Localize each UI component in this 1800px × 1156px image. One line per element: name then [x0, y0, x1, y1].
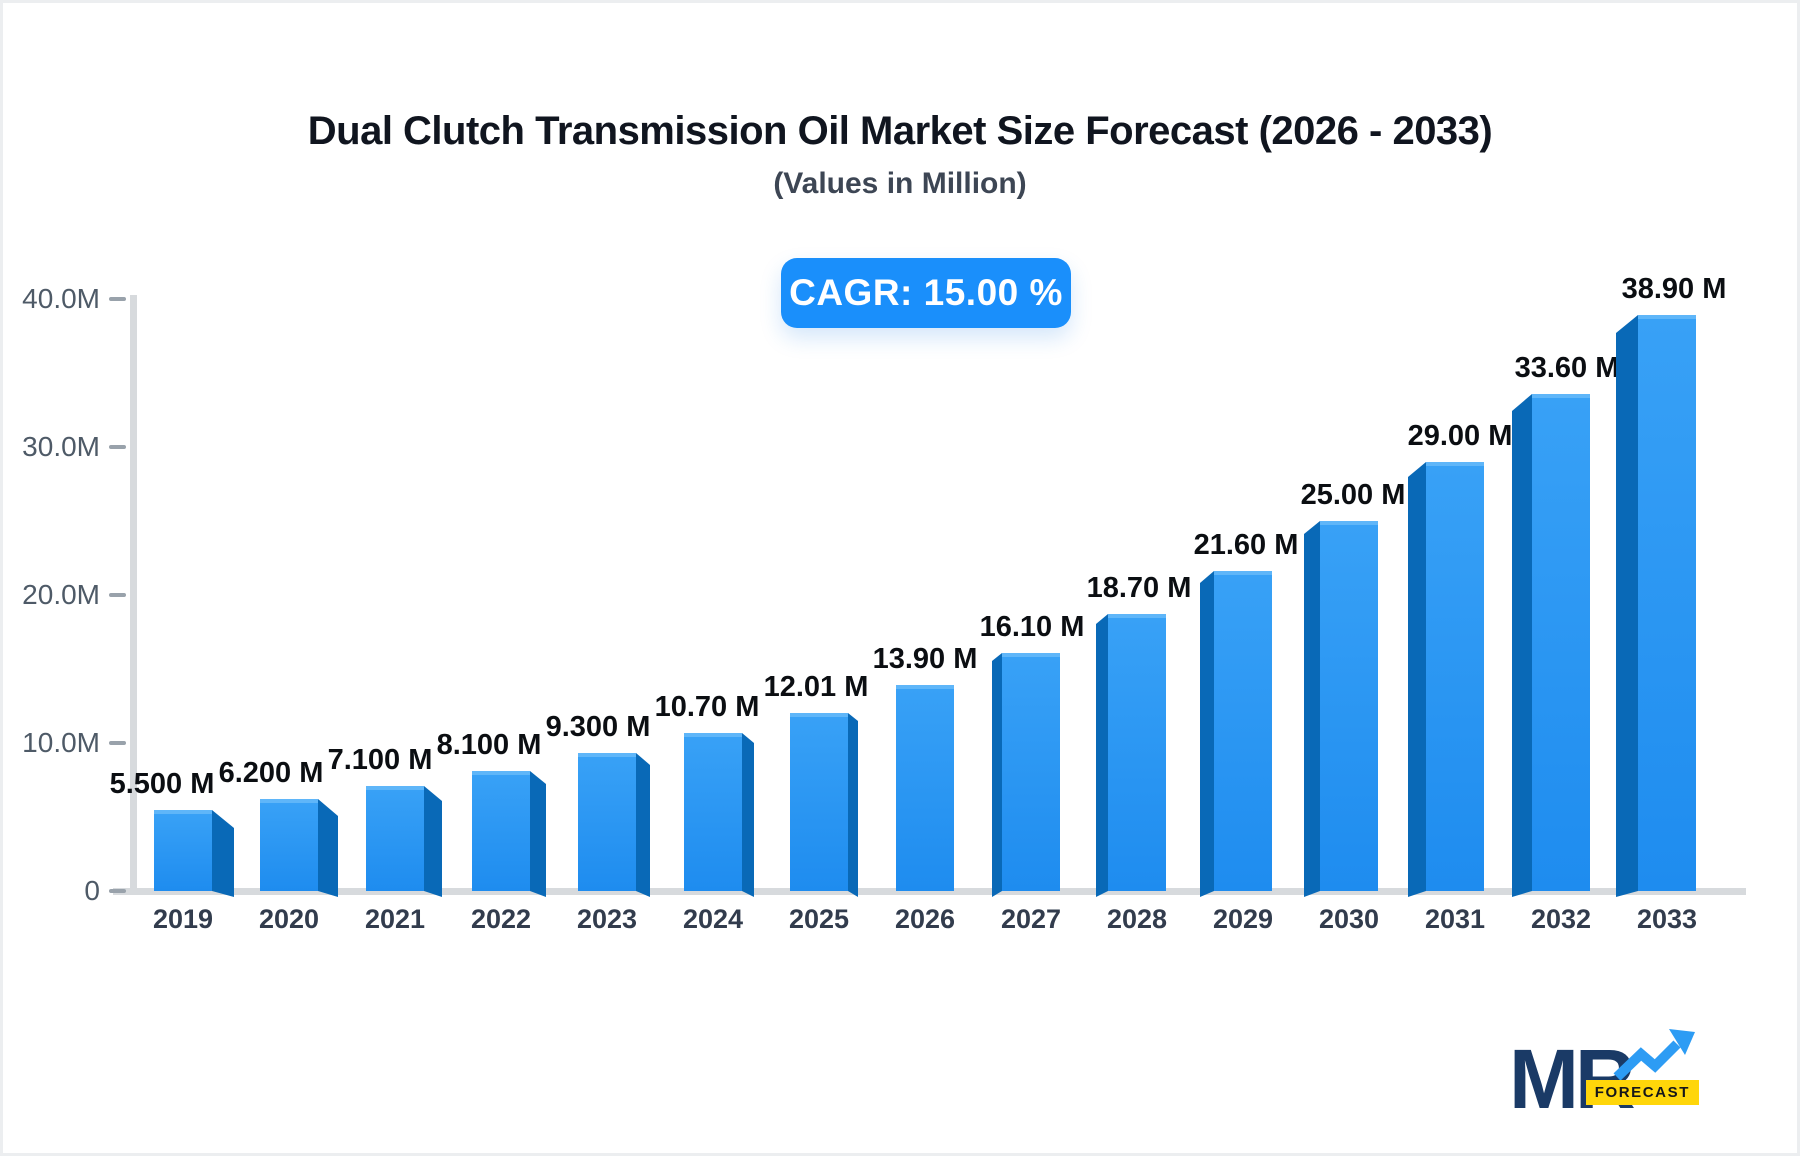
x-axis-label-2020: 2020: [258, 904, 320, 934]
x-axis-baseline: [113, 888, 1746, 895]
y-tick-mark: [109, 889, 126, 893]
x-axis-label-2021: 2021: [364, 904, 426, 934]
x-axis-label-2027: 2027: [1000, 904, 1062, 934]
bar-value-label: 38.90 M: [1621, 273, 1727, 305]
bar-side-face: [212, 810, 234, 897]
trend-arrow-icon: [1613, 1029, 1695, 1081]
x-axis-label-2031: 2031: [1424, 904, 1486, 934]
bar-value-label: 9.300 M: [545, 711, 651, 743]
bar-value-label: 21.60 M: [1193, 529, 1299, 561]
bar-value-label: 8.100 M: [436, 729, 542, 761]
bar-side-face: [848, 713, 858, 897]
bar-value-label: 10.70 M: [654, 691, 760, 723]
bar-side-face: [424, 786, 442, 897]
bar-side-face: [1512, 394, 1532, 897]
x-axis-label-2019: 2019: [152, 904, 214, 934]
bar-value-label: 13.90 M: [872, 643, 978, 675]
bar-side-face: [1096, 614, 1108, 897]
bar-2026: [896, 685, 954, 891]
bar-2025: [790, 713, 848, 891]
bar-2022: [472, 771, 530, 891]
bar-2024: [684, 733, 742, 891]
bar-side-face: [636, 753, 650, 897]
bar-2033: [1638, 315, 1696, 891]
bar-value-label: 29.00 M: [1407, 420, 1513, 452]
bar-2019: [154, 810, 212, 891]
bar-side-face: [1200, 571, 1214, 897]
bar-2027: [1002, 653, 1060, 891]
y-tick-label: 30.0M: [22, 431, 100, 462]
cagr-badge: CAGR: 15.00 %: [781, 258, 1071, 328]
bar-2020: [260, 799, 318, 891]
bar-value-label: 25.00 M: [1300, 479, 1406, 511]
cagr-badge-label: CAGR: 15.00 %: [789, 272, 1063, 313]
x-axis-label-2023: 2023: [576, 904, 638, 934]
y-tick-mark: [109, 593, 126, 597]
bar-side-face: [1616, 315, 1638, 897]
bar-2021: [366, 786, 424, 891]
x-axis-label-2028: 2028: [1106, 904, 1168, 934]
x-axis-label-2030: 2030: [1318, 904, 1380, 934]
y-axis-line: [130, 295, 137, 895]
y-tick-mark: [109, 445, 126, 449]
x-axis-label-2032: 2032: [1530, 904, 1592, 934]
bar-2030: [1320, 521, 1378, 891]
bar-side-face: [318, 799, 338, 897]
y-tick-label: 0: [84, 875, 100, 906]
bar-side-face: [530, 771, 546, 897]
bar-2028: [1108, 614, 1166, 891]
x-axis-label-2022: 2022: [470, 904, 532, 934]
chart-subtitle: (Values in Million): [773, 167, 1027, 200]
y-tick-mark: [109, 297, 126, 301]
bar-side-face: [742, 733, 754, 897]
y-tick-mark: [109, 741, 126, 745]
bar-side-face: [992, 653, 1002, 897]
y-tick-label: 40.0M: [22, 283, 100, 314]
y-tick-label: 10.0M: [22, 727, 100, 758]
bar-value-label: 6.200 M: [218, 757, 324, 789]
bar-2031: [1426, 462, 1484, 891]
logo-forecast-badge: FORECAST: [1585, 1080, 1699, 1105]
bar-value-label: 12.01 M: [763, 671, 869, 703]
bar-value-label: 16.10 M: [979, 611, 1085, 643]
bar-2032: [1532, 394, 1590, 891]
bar-value-label: 7.100 M: [327, 744, 433, 776]
mr-forecast-logo: MR FORECAST: [1509, 1025, 1699, 1121]
bar-2029: [1214, 571, 1272, 891]
logo-mr-text: MR: [1509, 1032, 1636, 1126]
bar-side-face: [1304, 521, 1320, 897]
x-axis-label-2029: 2029: [1212, 904, 1274, 934]
bar-value-label: 5.500 M: [109, 768, 215, 800]
x-axis-label-2025: 2025: [788, 904, 850, 934]
bar-side-face: [1408, 462, 1426, 897]
y-tick-label: 20.0M: [22, 579, 100, 610]
x-axis-label-2033: 2033: [1636, 904, 1698, 934]
page-title: Dual Clutch Transmission Oil Market Size…: [307, 109, 1493, 153]
plot-area: 0 10.0M 20.0M 30.0M 40.0M 5.500 M 2019 6.200 M 2…: [3, 3, 1797, 1153]
x-axis-label-2024: 2024: [682, 904, 744, 934]
bar-value-label: 18.70 M: [1086, 572, 1192, 604]
x-axis-label-2026: 2026: [894, 904, 956, 934]
bar-value-label: 33.60 M: [1514, 352, 1620, 384]
bar-2023: [578, 753, 636, 891]
